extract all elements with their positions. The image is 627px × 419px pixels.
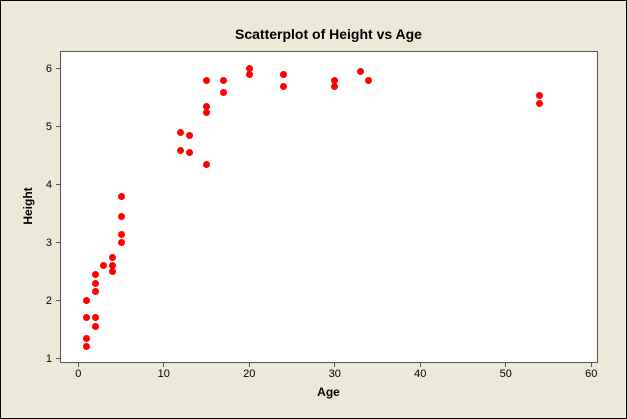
data-point bbox=[220, 88, 228, 96]
data-point bbox=[91, 271, 99, 279]
data-point bbox=[203, 108, 211, 116]
x-tick-label: 0 bbox=[75, 368, 82, 380]
x-tick-label: 60 bbox=[585, 368, 598, 380]
x-tick-label: 10 bbox=[157, 368, 170, 380]
y-axis-tick bbox=[56, 68, 60, 70]
data-point bbox=[91, 279, 99, 287]
x-axis-tick bbox=[419, 363, 421, 367]
data-point bbox=[100, 262, 108, 270]
data-point bbox=[91, 314, 99, 322]
x-axis-label: Age bbox=[317, 385, 340, 399]
y-tick-label: 2 bbox=[45, 294, 52, 307]
data-point bbox=[331, 77, 339, 85]
data-point bbox=[108, 253, 116, 261]
y-axis-tick bbox=[56, 300, 60, 302]
data-point bbox=[536, 91, 544, 99]
y-axis-tick bbox=[56, 184, 60, 186]
data-point bbox=[185, 149, 193, 157]
data-point bbox=[203, 103, 211, 111]
data-point bbox=[536, 100, 544, 108]
data-point bbox=[108, 262, 116, 270]
data-point bbox=[117, 213, 125, 221]
data-point bbox=[117, 239, 125, 247]
data-point bbox=[365, 77, 373, 85]
x-axis-tick bbox=[248, 363, 250, 367]
data-point bbox=[177, 146, 185, 154]
y-axis-tick bbox=[56, 126, 60, 128]
x-tick-label: 30 bbox=[328, 368, 341, 380]
data-point bbox=[91, 288, 99, 296]
y-axis-tick bbox=[56, 358, 60, 360]
data-point bbox=[220, 77, 228, 85]
y-tick-label: 1 bbox=[45, 352, 52, 365]
x-tick-label: 40 bbox=[414, 368, 427, 380]
x-axis-tick bbox=[334, 363, 336, 367]
data-point bbox=[91, 323, 99, 331]
y-tick-label: 4 bbox=[45, 178, 52, 191]
y-tick-label: 5 bbox=[45, 120, 52, 133]
chart-title: Scatterplot of Height vs Age bbox=[235, 26, 422, 42]
x-axis-tick bbox=[77, 363, 79, 367]
data-point bbox=[117, 230, 125, 238]
y-tick-label: 3 bbox=[45, 236, 52, 249]
data-point bbox=[245, 65, 253, 73]
x-axis-tick bbox=[505, 363, 507, 367]
data-point bbox=[117, 192, 125, 200]
data-point bbox=[177, 129, 185, 137]
data-point bbox=[203, 161, 211, 168]
data-point bbox=[185, 132, 193, 140]
x-tick-label: 20 bbox=[243, 368, 256, 380]
plot-area bbox=[60, 51, 598, 363]
x-axis-tick bbox=[163, 363, 165, 367]
data-point bbox=[83, 314, 91, 322]
y-tick-label: 6 bbox=[45, 62, 52, 75]
data-point bbox=[83, 297, 91, 305]
data-point bbox=[279, 71, 287, 79]
y-axis-label: Height bbox=[21, 187, 35, 225]
y-axis-tick bbox=[56, 242, 60, 244]
x-tick-label: 50 bbox=[499, 368, 512, 380]
data-point bbox=[279, 82, 287, 90]
data-point bbox=[83, 343, 91, 351]
data-point bbox=[331, 82, 339, 90]
data-point bbox=[356, 68, 364, 76]
data-point bbox=[203, 77, 211, 85]
data-point bbox=[108, 268, 116, 276]
x-axis-tick bbox=[590, 363, 592, 367]
data-point bbox=[83, 334, 91, 342]
data-point bbox=[245, 71, 253, 79]
